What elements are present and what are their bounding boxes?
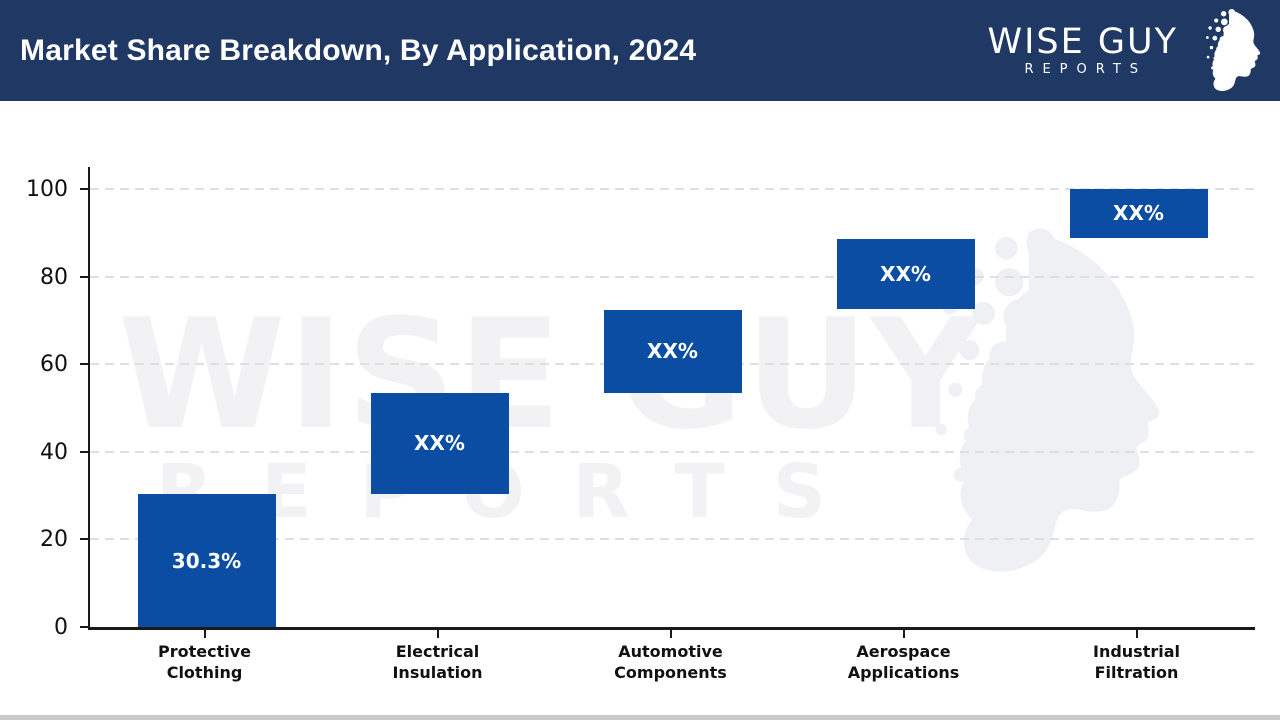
logo-wordmark-line2: REPORTS <box>1024 62 1148 77</box>
x-tick-mark <box>203 630 206 638</box>
bar-value-label: 30.3% <box>171 548 242 573</box>
logo-wordmark: WISE GUY REPORTS <box>987 24 1178 77</box>
x-tick-mark <box>1135 630 1138 638</box>
logo-wordmark-line1: WISE GUY <box>987 22 1178 62</box>
y-tick-label: 40 <box>40 439 68 465</box>
x-tick-label: Automotive Components <box>614 642 727 682</box>
y-tick-mark <box>80 450 88 453</box>
y-tick-mark <box>80 626 88 628</box>
y-tick-mark <box>80 538 88 541</box>
x-tick-label: Aerospace Applications <box>847 642 960 682</box>
watermark-face-icon <box>932 228 1160 572</box>
logo-face-icon <box>1206 8 1261 91</box>
y-tick-label: 20 <box>40 527 68 553</box>
x-axis-tick-marks <box>88 627 1253 638</box>
gridline <box>90 538 1255 541</box>
y-tick-mark <box>80 187 88 190</box>
y-tick-label: 60 <box>40 352 68 378</box>
x-tick-mark <box>669 630 672 638</box>
x-tick-label: Electrical Insulation <box>392 642 483 682</box>
y-tick-label: 80 <box>40 264 68 290</box>
wiseguy-logo: WISE GUY REPORTS <box>987 0 1268 101</box>
x-axis-labels: Protective Clothing Electrical Insulation Au… <box>88 641 1253 701</box>
footer-strip <box>0 715 1280 720</box>
bar-value-label: XX% <box>1113 201 1164 226</box>
y-tick-label: 100 <box>26 176 68 202</box>
bar-automotive-components: XX% <box>603 310 742 393</box>
bar-industrial-filtration: XX% <box>1069 188 1208 238</box>
x-tick-mark <box>436 630 439 638</box>
bar-aerospace-applications: XX% <box>836 238 975 309</box>
y-tick-label: 0 <box>54 615 68 640</box>
y-tick-mark <box>80 275 88 278</box>
bar-value-label: XX% <box>647 339 698 364</box>
bar-value-label: XX% <box>880 261 931 286</box>
watermark-wordmark: WISE GUY <box>118 286 983 463</box>
bar-value-label: XX% <box>414 431 465 456</box>
gridline <box>90 187 1255 190</box>
gridline <box>90 275 1255 278</box>
y-axis-tick-labels: 0 20 40 60 80 100 <box>0 167 88 640</box>
plot-area: 30.3% XX% XX% XX% XX% <box>88 167 1255 630</box>
page-title: Market Share Breakdown, By Application, … <box>20 33 697 67</box>
y-tick-mark <box>80 363 88 366</box>
header-bar: Market Share Breakdown, By Application, … <box>0 0 1280 101</box>
bar-electrical-insulation: XX% <box>370 393 509 494</box>
bar-protective-clothing: 30.3% <box>137 494 276 627</box>
x-tick-mark <box>902 630 905 638</box>
chart-area: WISE GUY REPORTS 0 20 40 60 80 100 30.3% XX <box>0 101 1280 715</box>
gridline <box>90 450 1255 453</box>
x-tick-label: Protective Clothing <box>157 642 251 682</box>
x-tick-label: Industrial Filtration <box>1092 642 1180 682</box>
